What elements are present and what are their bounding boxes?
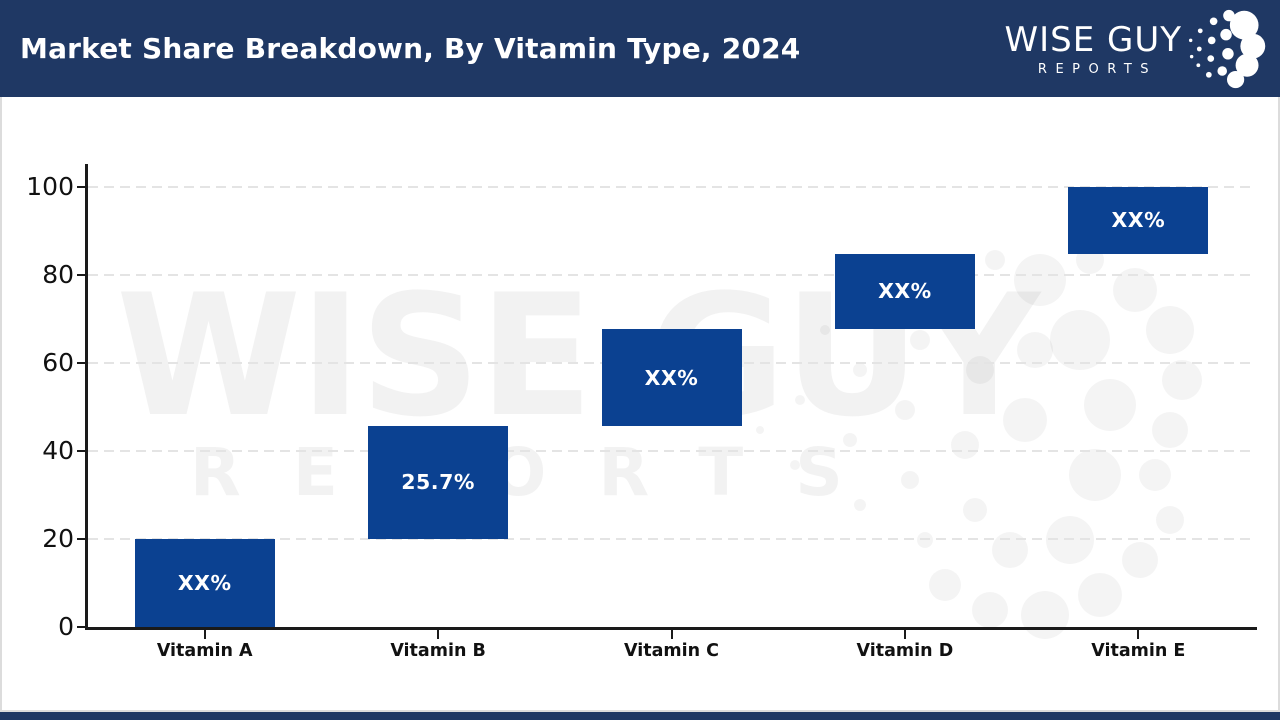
y-tick-label-80: 80	[42, 260, 74, 289]
gridline-20	[88, 538, 1255, 540]
x-tick-vitamin-a	[203, 630, 206, 639]
x-tick-label-vitamin-d: Vitamin D	[856, 641, 954, 661]
x-tick-vitamin-c	[670, 630, 673, 639]
x-axis-line	[85, 627, 1257, 630]
x-tick-label-vitamin-a: Vitamin A	[156, 641, 253, 661]
x-tick-vitamin-b	[437, 630, 440, 639]
page-border-right	[1278, 97, 1280, 712]
bar-value-label-vitamin-a: XX%	[177, 571, 232, 595]
bar-value-label-vitamin-b: 25.7%	[401, 470, 475, 495]
bar-value-label-vitamin-d: XX%	[878, 279, 932, 304]
page-border-bottom	[0, 710, 1280, 712]
brand-head-dots-icon	[1188, 9, 1266, 89]
y-tick-80	[77, 274, 86, 276]
y-tick-label-40: 40	[42, 436, 74, 465]
y-tick-label-0: 0	[58, 612, 74, 641]
x-tick-vitamin-e	[1137, 630, 1140, 639]
brand-subname: REPORTS	[1037, 62, 1158, 77]
x-tick-label-vitamin-b: Vitamin B	[390, 641, 486, 661]
y-axis-line	[85, 164, 88, 630]
bar-vitamin-d: XX%	[834, 253, 975, 330]
page-border-left	[0, 97, 2, 712]
bar-vitamin-b: 25.7%	[368, 425, 509, 539]
gridline-40	[88, 450, 1255, 452]
gridline-80	[88, 274, 1255, 276]
x-tick-label-vitamin-c: Vitamin C	[623, 641, 720, 661]
y-tick-40	[77, 450, 86, 452]
y-tick-60	[77, 362, 86, 364]
bar-vitamin-e: XX%	[1068, 187, 1209, 254]
y-tick-20	[77, 538, 86, 540]
bar-vitamin-c: XX%	[601, 329, 742, 426]
y-tick-label-20: 20	[42, 524, 74, 553]
footer-bar	[0, 712, 1280, 720]
page-title: Market Share Breakdown, By Vitamin Type,…	[20, 32, 801, 65]
x-tick-label-vitamin-e: Vitamin E	[1091, 641, 1186, 661]
bar-value-label-vitamin-c: XX%	[644, 365, 699, 390]
x-tick-vitamin-d	[903, 630, 906, 639]
brand-name: WISE GUY	[1004, 20, 1182, 60]
y-tick-label-60: 60	[42, 348, 74, 377]
y-tick-label-100: 100	[26, 172, 74, 201]
y-tick-100	[77, 186, 86, 188]
bar-value-label-vitamin-e: XX%	[1111, 208, 1166, 233]
brand-logo: WISE GUY REPORTS	[1004, 6, 1270, 92]
header-bar: Market Share Breakdown, By Vitamin Type,…	[0, 0, 1280, 97]
brand-logo-text: WISE GUY REPORTS	[1004, 20, 1182, 78]
gridline-100	[88, 186, 1255, 188]
y-tick-0	[77, 626, 86, 628]
bar-vitamin-a: XX%	[134, 539, 275, 627]
